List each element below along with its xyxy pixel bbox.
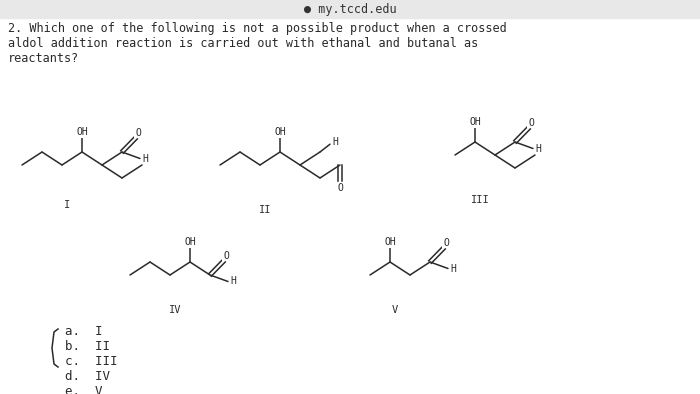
Text: I: I [64,200,70,210]
Text: OH: OH [184,237,196,247]
Text: d.  IV: d. IV [65,370,110,383]
Text: H: H [230,277,236,286]
Text: O: O [528,118,534,128]
Text: II: II [259,205,272,215]
Text: ● my.tccd.edu: ● my.tccd.edu [304,2,396,15]
Text: IV: IV [169,305,181,315]
Bar [0,0,700,18]
Text: a.  I: a. I [65,325,102,338]
Text: V: V [392,305,398,315]
Text: OH: OH [274,127,286,137]
Text: H: H [535,143,541,154]
Text: O: O [443,238,449,248]
Text: OH: OH [76,127,88,137]
Text: e.  V: e. V [65,385,102,394]
Text: H: H [332,137,338,147]
Text: O: O [135,128,141,138]
Text: OH: OH [469,117,481,127]
Text: 2. Which one of the following is not a possible product when a crossed
aldol add: 2. Which one of the following is not a p… [8,22,507,65]
Text: O: O [337,183,343,193]
Text: OH: OH [384,237,396,247]
Text: c.  III: c. III [65,355,118,368]
Text: O: O [223,251,229,261]
Text: b.  II: b. II [65,340,110,353]
Text: H: H [450,264,456,273]
Text: H: H [142,154,148,164]
Text: III: III [470,195,489,205]
